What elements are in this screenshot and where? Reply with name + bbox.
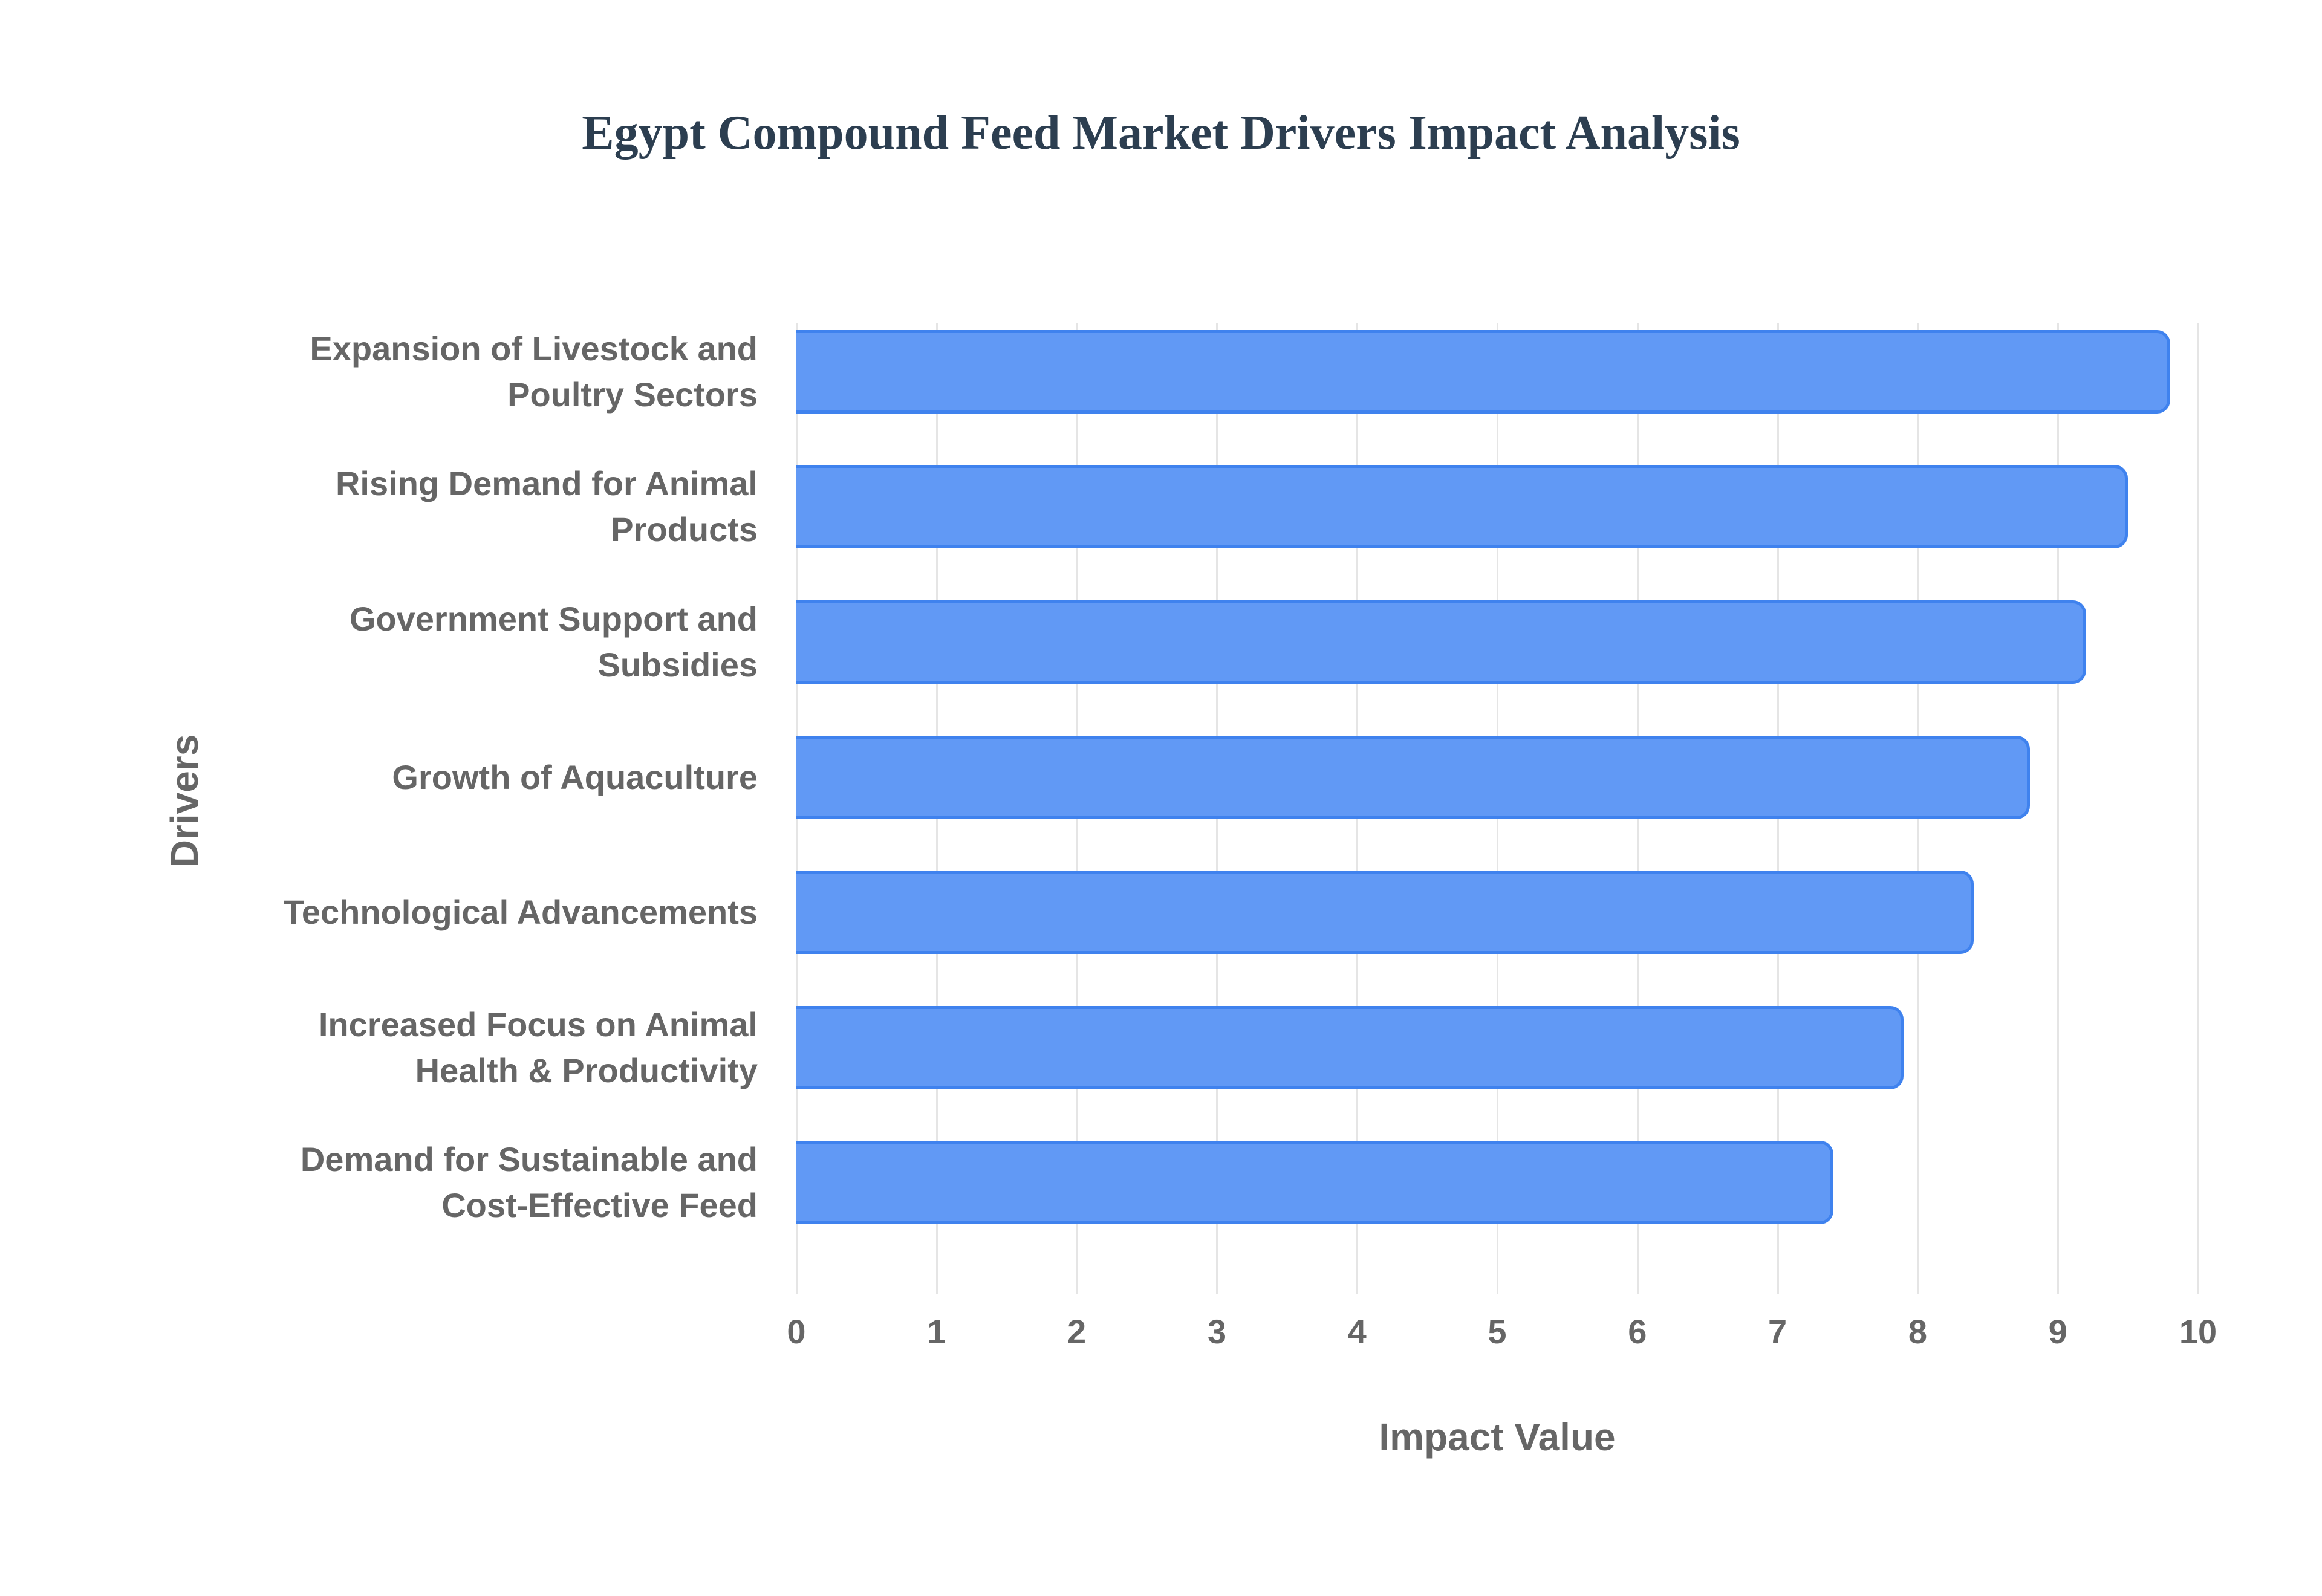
- bar[interactable]: [796, 1141, 1834, 1225]
- bar[interactable]: [796, 871, 1974, 955]
- x-tick-label: 2: [1067, 1312, 1087, 1351]
- bar[interactable]: [796, 465, 2128, 549]
- bar[interactable]: [796, 735, 2030, 819]
- x-tick-label: 8: [1908, 1312, 1927, 1351]
- bar[interactable]: [796, 600, 2086, 684]
- y-category-label: Government Support and Subsidies: [349, 599, 758, 684]
- x-tick-label: 3: [1207, 1312, 1226, 1351]
- x-tick-label: 5: [1488, 1312, 1507, 1351]
- x-tick-label: 10: [2179, 1312, 2217, 1351]
- x-axis-title: Impact Value: [1379, 1415, 1616, 1459]
- x-tick-label: 1: [927, 1312, 946, 1351]
- plot-area: [796, 323, 2199, 1294]
- gridline: [2197, 323, 2199, 1294]
- y-category-label: Rising Demand for Animal Products: [335, 464, 758, 549]
- bar[interactable]: [796, 329, 2170, 414]
- y-category-label: Growth of Aquaculture: [392, 757, 758, 796]
- x-tick-label: 7: [1768, 1312, 1787, 1351]
- bar[interactable]: [796, 1005, 1904, 1089]
- y-category-label: Expansion of Livestock and Poultry Secto…: [310, 329, 758, 414]
- x-tick-label: 4: [1347, 1312, 1367, 1351]
- x-tick-label: 0: [787, 1312, 806, 1351]
- y-category-label: Demand for Sustainable and Cost-Effectiv…: [300, 1140, 758, 1225]
- y-category-label: Technological Advancements: [283, 893, 758, 932]
- x-tick-label: 9: [2048, 1312, 2067, 1351]
- y-category-label: Increased Focus on Animal Health & Produ…: [318, 1005, 758, 1089]
- chart-title: Egypt Compound Feed Market Drivers Impac…: [582, 106, 1740, 160]
- x-tick-label: 6: [1628, 1312, 1647, 1351]
- gridline: [2057, 323, 2060, 1294]
